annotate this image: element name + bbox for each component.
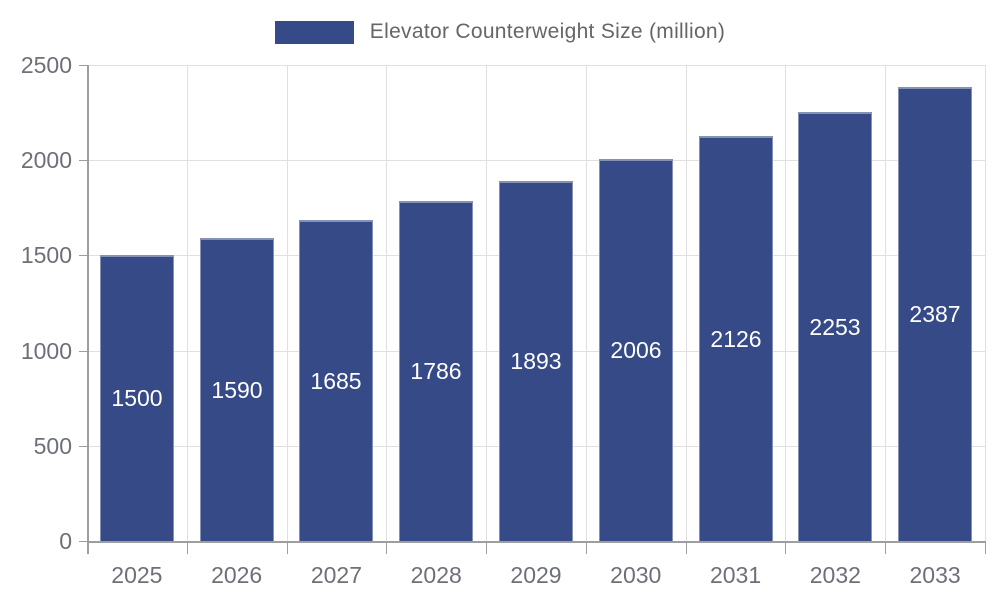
bar-2032[interactable] bbox=[798, 112, 872, 541]
y-axis-label: 1500 bbox=[20, 242, 72, 269]
vertical-gridline bbox=[885, 65, 887, 541]
x-axis-tick bbox=[885, 541, 887, 554]
y-axis-tick bbox=[79, 541, 87, 542]
x-axis-label: 2033 bbox=[909, 562, 961, 588]
bar-2029[interactable] bbox=[499, 180, 573, 541]
x-axis-tick bbox=[286, 541, 288, 554]
x-axis-tick bbox=[486, 541, 488, 554]
horizontal-gridline bbox=[87, 65, 985, 66]
vertical-gridline bbox=[286, 65, 288, 541]
horizontal-gridline bbox=[87, 160, 985, 162]
x-axis-label: 2025 bbox=[111, 562, 163, 588]
x-axis-tick bbox=[985, 541, 986, 554]
x-axis-label: 2028 bbox=[410, 562, 462, 588]
bar-2028[interactable] bbox=[399, 200, 473, 541]
x-axis-label: 2026 bbox=[211, 562, 263, 588]
vertical-gridline bbox=[386, 65, 388, 541]
bar-2025[interactable] bbox=[100, 255, 174, 541]
x-axis-tick bbox=[785, 541, 787, 554]
y-axis-tick bbox=[79, 445, 87, 447]
x-axis-label: 2027 bbox=[310, 562, 363, 588]
x-axis-label: 2032 bbox=[809, 562, 861, 588]
vertical-gridline bbox=[585, 65, 587, 541]
bar-2031[interactable] bbox=[699, 136, 773, 541]
bar-2033[interactable] bbox=[898, 86, 972, 541]
vertical-gridline bbox=[186, 65, 188, 541]
vertical-gridline bbox=[486, 65, 488, 541]
legend-item[interactable]: Elevator Counterweight Size (million) bbox=[0, 17, 1000, 47]
x-axis-label: 2031 bbox=[709, 562, 762, 588]
y-axis-label: 1000 bbox=[20, 337, 72, 364]
y-axis-tick bbox=[79, 350, 87, 352]
bar-2030[interactable] bbox=[599, 159, 673, 541]
bar-2027[interactable] bbox=[299, 220, 373, 541]
bar-2026[interactable] bbox=[200, 238, 274, 541]
legend-label: Elevator Counterweight Size (million) bbox=[369, 20, 726, 43]
y-axis-tick bbox=[79, 255, 87, 257]
legend-swatch bbox=[274, 20, 354, 44]
x-axis-tick bbox=[585, 541, 587, 554]
vertical-gridline bbox=[685, 65, 687, 541]
y-axis-tick bbox=[79, 160, 87, 162]
y-axis-label: 0 bbox=[59, 528, 72, 554]
y-axis-label: 2000 bbox=[20, 147, 72, 174]
x-axis-line bbox=[87, 541, 985, 543]
vertical-gridline bbox=[785, 65, 787, 541]
vertical-gridline bbox=[985, 65, 986, 541]
x-axis-tick bbox=[386, 541, 388, 554]
x-axis-label: 2030 bbox=[610, 562, 662, 588]
y-axis-label: 500 bbox=[33, 432, 72, 459]
y-axis-label: 2500 bbox=[20, 52, 72, 78]
y-axis-line bbox=[87, 65, 89, 554]
x-axis-label: 2029 bbox=[510, 562, 562, 588]
x-axis-tick bbox=[685, 541, 687, 554]
y-axis-tick bbox=[79, 65, 87, 66]
x-axis-tick bbox=[186, 541, 188, 554]
